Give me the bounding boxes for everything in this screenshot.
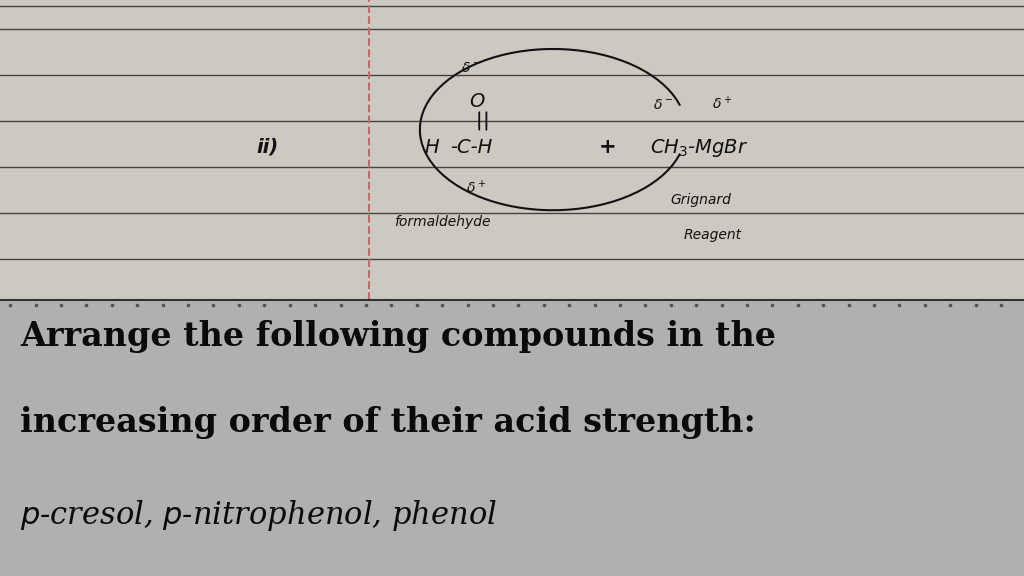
Text: ii): ii) [256,138,279,157]
Bar [0,0,1024,300]
Text: O: O [469,92,484,111]
Text: Grignard: Grignard [671,194,731,207]
Text: formaldehyde: formaldehyde [394,215,490,229]
Text: Reagent: Reagent [684,228,742,242]
Text: $\delta^+$: $\delta^+$ [466,179,486,196]
Text: +: + [599,137,616,157]
Text: H: H [425,138,439,157]
Text: $\delta^-$: $\delta^-$ [653,98,674,112]
Text: $\it{p}$-cresol, $\it{p}$-nitrophenol, phenol: $\it{p}$-cresol, $\it{p}$-nitrophenol, p… [20,498,498,533]
Text: -C-H: -C-H [451,138,493,157]
Text: increasing order of their acid strength:: increasing order of their acid strength: [20,406,757,439]
Text: CH$_3$-MgBr: CH$_3$-MgBr [650,137,749,158]
Bar [0,300,1024,576]
Text: $\delta^+$: $\delta^+$ [712,95,732,112]
Text: Arrange the following compounds in the: Arrange the following compounds in the [20,320,776,353]
Text: $\delta^-$: $\delta^-$ [461,61,481,75]
